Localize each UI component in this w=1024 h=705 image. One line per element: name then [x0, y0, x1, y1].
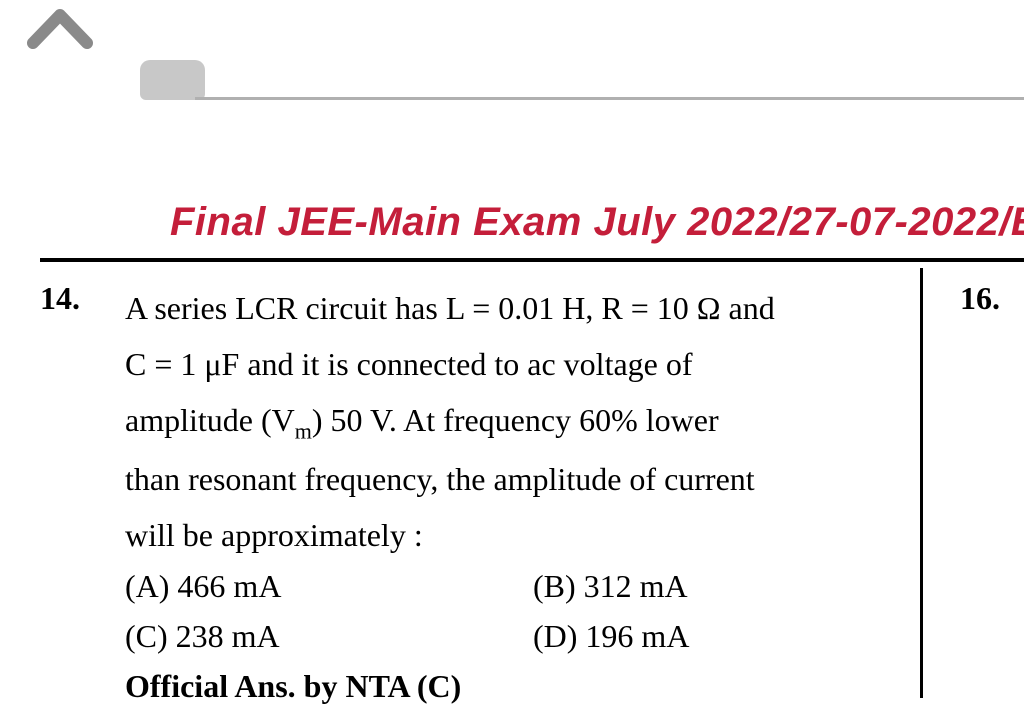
question-number-14: 14.	[40, 280, 80, 317]
exam-title: Final JEE-Main Exam July 2022/27-07-2022…	[170, 200, 1014, 245]
title-underline	[40, 258, 1024, 262]
vertical-divider	[920, 268, 923, 698]
option-b: (B) 312 mA	[533, 568, 688, 605]
question-line-4: than resonant frequency, the amplitude o…	[125, 451, 885, 507]
question-number-16: 16.	[960, 280, 1000, 317]
question-line-5: will be approximately :	[125, 507, 885, 563]
question-line-3-suffix: ) 50 V. At frequency 60% lower	[312, 402, 719, 438]
question-body: A series LCR circuit has L = 0.01 H, R =…	[125, 280, 885, 563]
question-line-3: amplitude (Vm) 50 V. At frequency 60% lo…	[125, 392, 885, 451]
option-a: (A) 466 mA	[125, 568, 525, 605]
option-d: (D) 196 mA	[533, 618, 689, 655]
chevron-up-icon	[25, 5, 95, 50]
options-row-2: (C) 238 mA (D) 196 mA	[125, 618, 885, 655]
question-line-2: C = 1 μF and it is connected to ac volta…	[125, 336, 885, 392]
options-row-1: (A) 466 mA (B) 312 mA	[125, 568, 885, 605]
question-line-1: A series LCR circuit has L = 0.01 H, R =…	[125, 280, 885, 336]
gray-tab	[140, 60, 205, 100]
gray-divider-line	[195, 97, 1024, 100]
option-c: (C) 238 mA	[125, 618, 525, 655]
question-line-3-prefix: amplitude (V	[125, 402, 295, 438]
official-answer: Official Ans. by NTA (C)	[125, 668, 461, 705]
chevron-up-container[interactable]	[0, 0, 120, 110]
subscript-m: m	[295, 418, 312, 443]
